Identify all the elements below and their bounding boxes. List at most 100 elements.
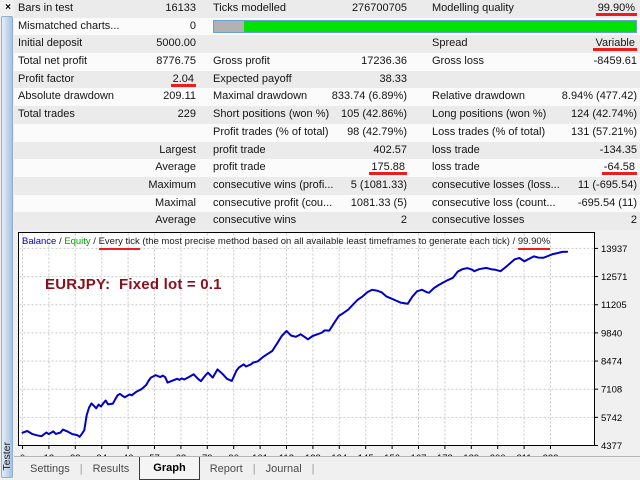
cell-c1l: Total net profit	[18, 55, 88, 68]
table-row: Absolute drawdown 209.11 Maximal drawdown 8…	[14, 88, 640, 106]
cell-c2l: Maximal drawdown	[213, 90, 308, 103]
cell-c3v: 131 (57.21%)	[570, 125, 637, 138]
cell-c3v: 11 (-695.54)	[577, 178, 637, 191]
modelling-progress-bar	[213, 19, 637, 33]
cell-c2l: Gross profit	[213, 55, 270, 68]
cell-c2v: 5 (1081.33)	[350, 178, 407, 191]
chart-annotation: EURJPY: Fixed lot = 0.1	[45, 276, 222, 293]
cell-c3v: 99.90%	[595, 2, 637, 16]
legend-balance: Balance	[22, 236, 57, 247]
cell-c3l: Loss trades (% of total)	[432, 125, 546, 138]
cell-c2v: 98 (42.79%)	[347, 125, 407, 138]
tab-results[interactable]: Results	[92, 462, 130, 475]
cell-c1v: 209.11	[163, 90, 196, 103]
cell-c3l: consecutive loss (count...	[432, 196, 556, 209]
cell-c1v: Maximum	[148, 178, 196, 191]
tab-graph[interactable]: Graph	[139, 457, 200, 480]
y-tick-label: 11205	[601, 300, 627, 311]
legend-method: Every tick	[98, 236, 140, 250]
table-row: Average profit trade 175.88 loss trade -64.5…	[14, 159, 640, 177]
cell-c1v: 8776.75	[156, 55, 196, 68]
cell-c3l: Modelling quality	[432, 2, 514, 14]
y-tick-label: 12571	[601, 272, 627, 283]
cell-c1v: Maximal	[155, 196, 196, 209]
cell-c2l: consecutive wins	[213, 214, 297, 227]
table-row: Initial deposit 5000.00 Spread Variable	[14, 35, 640, 54]
cell-c3l: loss trade	[432, 143, 480, 156]
table-row: Profit factor 2.04 Expected payoff 38.33	[14, 70, 640, 89]
cell-c1v: 0	[189, 19, 196, 32]
table-row: Total net profit 8776.75 Gross profit 17236…	[14, 53, 640, 71]
cell-c2v: 833.74 (6.89%)	[331, 90, 407, 103]
cell-c2v: 1081.33 (5)	[350, 196, 407, 209]
tester-sidebar: Tester	[1, 16, 13, 478]
tab-journal[interactable]: Journal	[265, 462, 302, 475]
cell-c3v: 124 (42.74%)	[570, 108, 637, 121]
close-button[interactable]: ×	[2, 1, 14, 14]
tab-report[interactable]: Report	[209, 462, 243, 475]
y-tick-label: 7108	[601, 385, 622, 396]
cell-c1v: 229	[177, 108, 196, 121]
report-table: Bars in test 16133 Ticks modelled 276700705…	[14, 0, 640, 230]
legend-method-detail: (the most precise method based on all av…	[139, 236, 510, 247]
cell-c2v: 402.57	[373, 143, 407, 156]
cell-c1v: Largest	[159, 143, 196, 156]
table-row: Maximal consecutive profit (cou... 1081.33…	[14, 195, 640, 213]
legend-separator: /	[56, 236, 65, 247]
series-balance	[21, 250, 569, 438]
tab-bar: Settings | Results Graph Report | Journal |	[14, 456, 640, 480]
y-tick-label: 5742	[601, 413, 622, 424]
cell-c1l: Absolute drawdown	[18, 90, 115, 103]
cell-c2v: 105 (42.86%)	[340, 108, 407, 121]
cell-c3l: consecutive losses (loss...	[432, 178, 560, 191]
cell-c2l: consecutive wins (profi...	[213, 178, 334, 191]
tester-sidebar-label: Tester	[1, 442, 13, 471]
cell-c3l: consecutive losses	[432, 214, 525, 227]
legend-separator: /	[90, 236, 99, 247]
tab-settings[interactable]: Settings	[30, 462, 70, 475]
legend-separator: /	[509, 236, 518, 247]
cell-c3v: 2	[630, 214, 637, 227]
equity-chart-svg: 1393712571112059840847471085742437701223…	[18, 232, 627, 462]
cell-c2v: 175.88	[369, 161, 407, 176]
cell-c1l: Bars in test	[18, 2, 74, 14]
cell-c3l: loss trade	[432, 161, 480, 174]
cell-c2l: Expected payoff	[213, 72, 292, 85]
equity-chart[interactable]: 1393712571112059840847471085742437701223…	[18, 232, 640, 462]
cell-c2l: profit trade	[213, 161, 266, 174]
cell-c2l: Profit trades (% of total)	[213, 125, 329, 138]
cell-c1v: Average	[155, 161, 196, 174]
table-row: Largest profit trade 402.57 loss trade -134.…	[14, 141, 640, 160]
tab-separator: |	[311, 462, 315, 475]
cell-c2v: 38.33	[379, 72, 407, 85]
cell-c2v: 2	[400, 214, 407, 227]
cell-c1v: 16133	[165, 2, 196, 14]
cell-c3v: -64.58	[601, 161, 637, 176]
table-row: Maximum consecutive wins (profi... 5 (1081…	[14, 176, 640, 195]
legend-equity: Equity	[64, 236, 91, 247]
chart-legend: Balance / Equity / Every tick (the most …	[22, 236, 594, 250]
table-row: Average consecutive wins 2 consecutive loss…	[14, 212, 640, 230]
y-tick-label: 9840	[601, 328, 622, 339]
cell-c1v: 5000.00	[156, 37, 196, 50]
y-tick-label: 4377	[601, 441, 622, 452]
table-row: Bars in test 16133 Ticks modelled 276700705…	[14, 0, 640, 18]
cell-c3v: -8459.61	[593, 55, 637, 68]
cell-c3v: Variable	[593, 37, 637, 52]
cell-c1l: Profit factor	[18, 72, 75, 85]
table-row: Mismatched charts... 0	[14, 18, 640, 36]
cell-c2l: profit trade	[213, 143, 266, 156]
cell-c1v: 2.04	[170, 72, 196, 87]
progress-gray-segment	[214, 20, 244, 32]
tab-separator: |	[252, 462, 256, 475]
progress-green-segment	[244, 20, 636, 32]
cell-c3v: -134.35	[599, 143, 637, 156]
cell-c3v: 8.94% (477.42)	[561, 90, 637, 103]
cell-c2l: Short positions (won %)	[213, 108, 330, 121]
y-tick-label: 13937	[601, 244, 627, 255]
cell-c1l: Mismatched charts...	[18, 19, 120, 32]
legend-quality: 99.90%	[517, 236, 551, 250]
tab-separator: |	[79, 462, 83, 475]
cell-c1v: Average	[155, 214, 196, 227]
table-row: Total trades 229 Short positions (won %) 10…	[14, 106, 640, 124]
